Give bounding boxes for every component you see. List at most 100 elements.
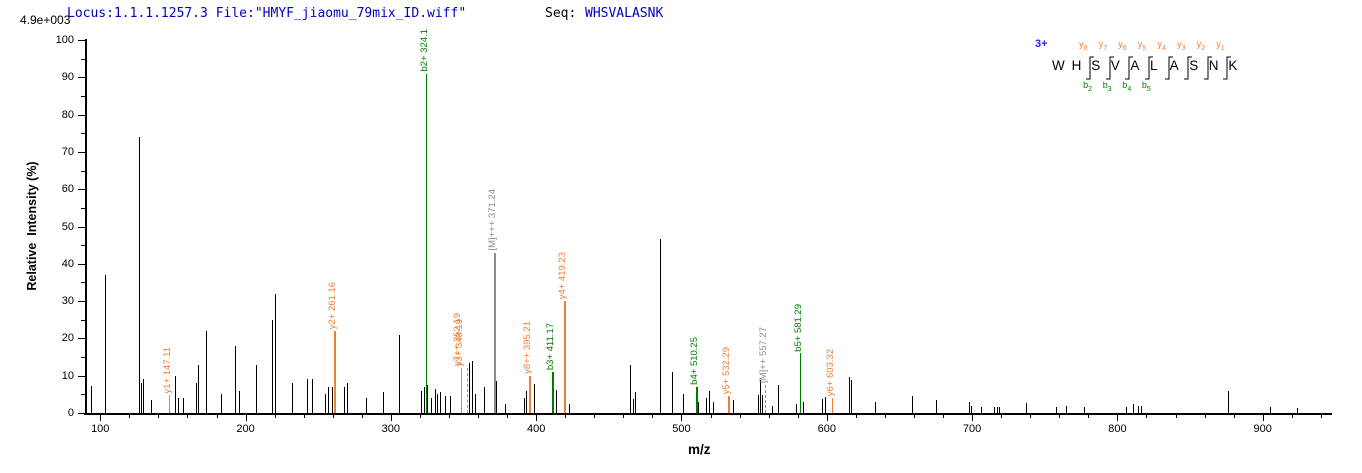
y-tick-major <box>78 263 85 265</box>
peak <box>505 403 507 413</box>
b-ion-label: b5 <box>1141 80 1151 93</box>
peak <box>423 386 425 413</box>
x-tick-label: 600 <box>817 423 836 435</box>
peak <box>981 407 983 413</box>
peak <box>435 388 437 413</box>
peak <box>205 330 207 413</box>
x-tick-major <box>972 414 974 421</box>
residue: K <box>1228 58 1238 73</box>
x-tick-minor <box>448 414 450 418</box>
peak <box>874 401 876 413</box>
peak <box>292 383 294 413</box>
ion-label: [M]++ 557.27 <box>757 327 769 384</box>
b-ion-label: b2 <box>1083 80 1093 93</box>
peak <box>998 407 1000 413</box>
peak <box>762 395 764 413</box>
x-tick-label: 700 <box>962 423 982 435</box>
y-tick-label: 40 <box>61 257 74 270</box>
ion-label: b2+ 324.1 <box>418 29 430 72</box>
peak <box>911 396 913 413</box>
x-tick-minor <box>303 414 305 418</box>
seq-value: WHSVALASNK <box>585 6 664 21</box>
x-tick-major <box>681 414 683 421</box>
residue: H <box>1071 58 1082 73</box>
peak <box>1137 405 1139 413</box>
peak <box>312 379 314 413</box>
ion-label: y5+ 532.29 <box>721 346 733 395</box>
y-tick-major <box>78 40 85 41</box>
peak <box>1132 403 1134 413</box>
ion-peak <box>460 368 463 413</box>
peak <box>274 293 276 413</box>
x-tick-minor <box>419 414 421 418</box>
x-tick-minor <box>1233 414 1235 418</box>
peak <box>450 396 452 413</box>
ion-label: y6+ 603.32 <box>824 348 836 397</box>
x-tick-minor <box>943 414 945 418</box>
b-ion-label: b4 <box>1122 80 1132 93</box>
ion-peak <box>494 252 496 413</box>
peak <box>198 364 200 413</box>
y-ion-label: y7 <box>1098 39 1108 52</box>
fragment-divider <box>1086 56 1095 85</box>
ion-label: b4+ 510.25 <box>689 337 701 385</box>
peak <box>366 398 368 413</box>
y-tick-major <box>78 189 85 191</box>
y-tick-major <box>78 77 85 79</box>
peak <box>568 403 570 413</box>
x-axis-title: m/z <box>688 442 711 457</box>
x-tick-minor <box>594 414 596 418</box>
y-tick-major <box>78 114 85 116</box>
peak <box>1084 407 1086 413</box>
peak <box>183 398 185 413</box>
y-ion-label: y8 <box>1079 39 1088 52</box>
ion-peak <box>168 395 171 413</box>
y-tick-major <box>78 375 85 377</box>
peak <box>383 392 385 413</box>
peak <box>630 365 632 413</box>
x-tick-minor <box>1204 414 1206 418</box>
y-tick-minor <box>81 58 85 60</box>
x-tick-major <box>100 414 102 421</box>
ion-peak <box>728 396 730 413</box>
ion-peak <box>552 371 554 413</box>
x-tick-minor <box>884 414 886 418</box>
y-ion-label: y6 <box>1118 39 1127 52</box>
peak <box>672 371 674 413</box>
x-tick-minor <box>361 414 363 418</box>
peak <box>712 401 714 413</box>
peak <box>239 390 241 413</box>
peak <box>151 399 153 413</box>
y-tick-minor <box>81 394 85 396</box>
ion-label: y8++ 395.21 <box>522 320 534 374</box>
locus-file-header: Locus:1.1.1.1257.3 File:"HMYF_jiaomu_79m… <box>67 6 467 21</box>
peak <box>220 394 222 413</box>
residue: A <box>1169 58 1179 73</box>
y-tick-minor <box>81 95 85 97</box>
ion-label: y1+ 147.11 <box>161 346 173 394</box>
y-tick-label: 50 <box>61 220 74 233</box>
peak <box>346 383 348 413</box>
y-axis-line <box>85 39 87 413</box>
x-tick-minor <box>158 414 160 418</box>
peak <box>1269 407 1271 413</box>
peak <box>996 406 998 413</box>
x-tick-minor <box>1059 414 1061 418</box>
x-tick-minor <box>1291 414 1293 418</box>
peak <box>105 274 107 413</box>
x-tick-label: 300 <box>381 423 401 435</box>
peak <box>343 386 345 413</box>
ion-peak <box>334 330 336 413</box>
y-ion-label: y4 <box>1157 39 1166 52</box>
peak <box>660 239 662 413</box>
residue: S <box>1189 58 1199 73</box>
peak <box>825 397 827 413</box>
peak <box>327 386 329 413</box>
peak <box>1227 391 1229 413</box>
y-tick-label: 80 <box>61 108 74 121</box>
peak <box>771 405 773 413</box>
x-tick-minor <box>332 414 334 418</box>
peak <box>143 379 145 413</box>
